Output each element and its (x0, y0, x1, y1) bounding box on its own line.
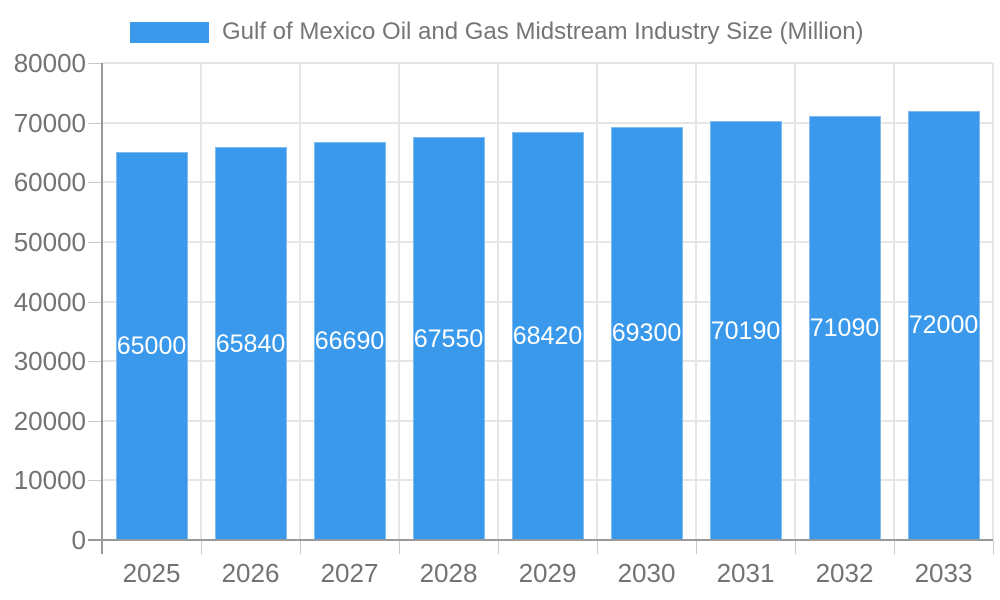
bar-value-label: 69300 (611, 319, 682, 348)
y-axis-label: 80000 (13, 48, 86, 78)
bar-value-label: 65000 (116, 332, 187, 361)
x-axis-label: 2030 (617, 558, 676, 588)
y-axis-label: 0 (71, 525, 86, 555)
horizontal-gridline (102, 121, 993, 124)
x-axis-label: 2033 (914, 558, 973, 588)
bar-2026 (214, 147, 287, 540)
x-axis-tick (201, 541, 202, 554)
bar-2033 (907, 110, 980, 540)
legend-item[interactable]: Gulf of Mexico Oil and Gas Midstream Ind… (130, 12, 864, 52)
y-axis-label: 10000 (13, 465, 86, 496)
x-axis-tick (795, 541, 796, 554)
x-axis-label: 2029 (518, 558, 577, 588)
vertical-gridline (497, 63, 499, 540)
x-axis-label: 2025 (122, 558, 181, 588)
x-axis-tick (300, 541, 301, 554)
bar-value-label: 68420 (512, 322, 583, 351)
horizontal-gridline (102, 62, 993, 64)
x-axis-tick (399, 541, 400, 554)
legend-swatch (130, 21, 209, 43)
x-axis-tick (993, 541, 994, 554)
bar-value-label: 70190 (710, 316, 781, 345)
bar-2027 (313, 142, 386, 540)
x-axis-tick (894, 541, 895, 554)
x-axis-label: 2028 (419, 558, 478, 588)
y-axis-tick (88, 63, 101, 64)
x-axis-label: 2027 (320, 558, 379, 588)
bar-2032 (808, 116, 881, 540)
vertical-gridline (893, 63, 895, 540)
y-axis-line (101, 63, 103, 554)
y-axis-label: 30000 (13, 346, 86, 377)
bar-value-label: 67550 (413, 324, 484, 353)
y-axis-tick (88, 420, 101, 422)
y-axis-label: 60000 (13, 167, 86, 198)
vertical-gridline (794, 63, 796, 540)
y-axis-tick (88, 182, 101, 184)
vertical-gridline (695, 63, 697, 540)
bar-value-label: 72000 (908, 311, 979, 340)
y-axis-tick (88, 301, 101, 303)
y-axis-tick (88, 361, 101, 363)
vertical-gridline (299, 63, 301, 540)
vertical-gridline (200, 63, 202, 540)
y-axis-label: 40000 (13, 286, 86, 317)
bar-value-label: 65840 (215, 329, 286, 358)
y-axis-tick (88, 122, 101, 124)
y-axis-label: 50000 (13, 226, 86, 257)
vertical-gridline (398, 63, 400, 540)
x-axis-tick (597, 541, 598, 554)
x-axis-label: 2031 (716, 558, 775, 588)
y-axis-label: 20000 (13, 405, 86, 436)
y-axis-tick (88, 241, 101, 243)
bar-2029 (511, 132, 584, 540)
bar-value-label: 66690 (314, 327, 385, 356)
legend-label: Gulf of Mexico Oil and Gas Midstream Ind… (222, 17, 864, 45)
vertical-gridline (992, 63, 994, 540)
bar-2030 (610, 126, 683, 540)
x-axis-tick (696, 541, 697, 554)
bar-2028 (412, 137, 485, 540)
y-axis-tick (88, 480, 101, 482)
x-axis-tick (498, 541, 499, 554)
vertical-gridline (596, 63, 598, 540)
x-axis-label: 2032 (815, 558, 874, 588)
bar-2031 (709, 121, 782, 540)
y-axis-label: 70000 (13, 107, 86, 138)
x-axis-line (88, 539, 993, 541)
bar-2025 (115, 152, 188, 540)
x-axis-label: 2026 (221, 558, 280, 588)
bar-value-label: 71090 (809, 314, 880, 343)
